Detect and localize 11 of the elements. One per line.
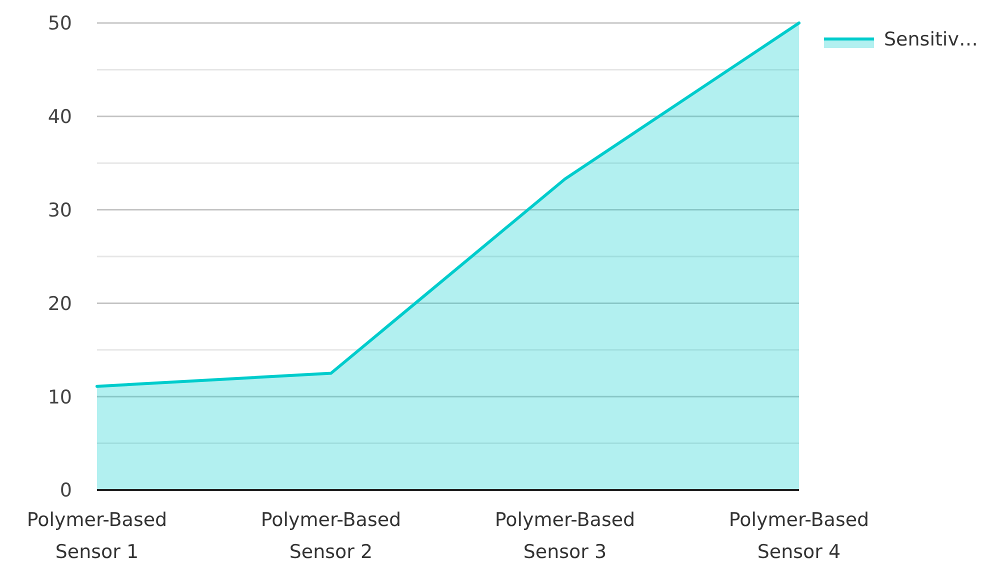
x-tick-label: Polymer-Based Sensor 3 (494, 509, 636, 562)
x-tick-label: Polymer-Based Sensor 2 (260, 509, 402, 562)
y-tick-label: 20 (48, 292, 72, 315)
x-tick-label: Polymer-Based Sensor 4 (728, 509, 870, 562)
legend-label: Sensitiv… (884, 28, 978, 51)
y-tick-label: 50 (48, 12, 72, 35)
y-tick-label: 40 (48, 106, 72, 128)
y-tick-label: 30 (48, 199, 72, 222)
y-tick-label: 0 (60, 480, 72, 502)
x-tick-label: Polymer-Based Sensor 1 (26, 509, 168, 562)
y-tick-label: 10 (48, 386, 72, 408)
